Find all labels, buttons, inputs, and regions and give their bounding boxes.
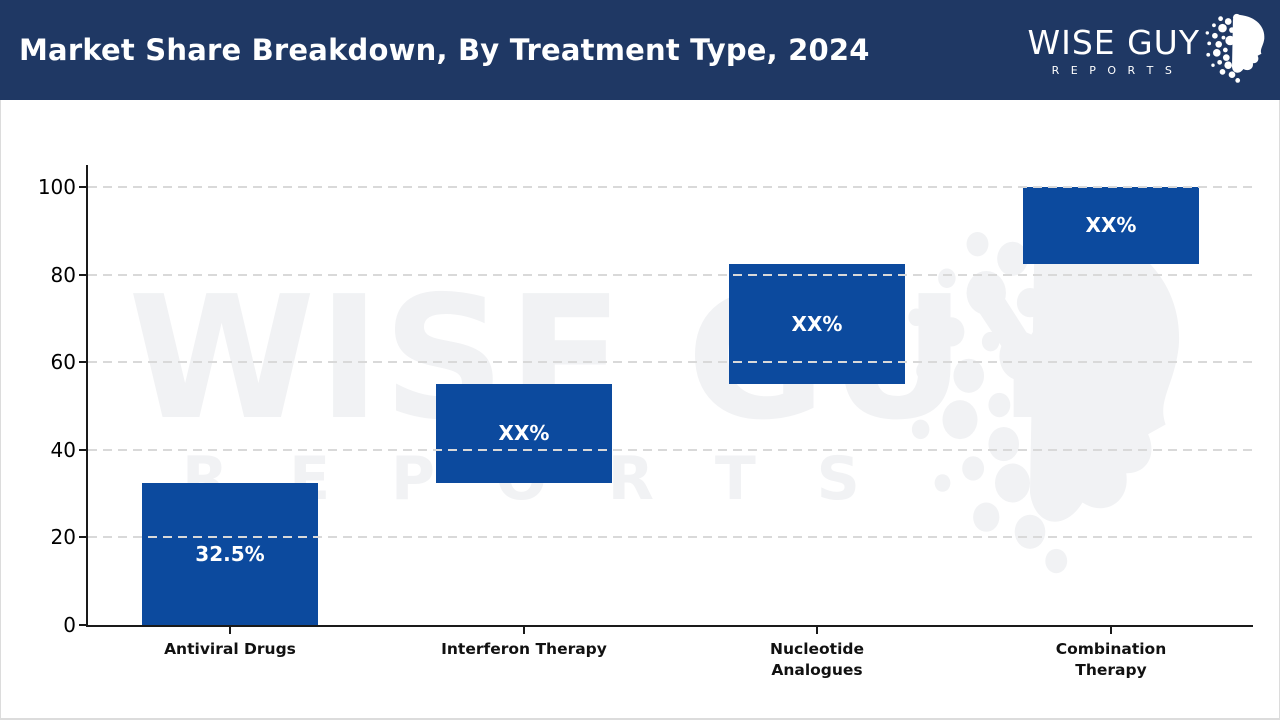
bar-value-label: XX% <box>498 421 550 446</box>
y-tick-mark <box>79 361 86 364</box>
logo-sub-text: R E P O R T S <box>1051 64 1176 77</box>
gridline <box>88 448 1252 451</box>
x-axis-spine <box>86 625 1253 627</box>
y-tick-mark <box>79 448 86 451</box>
y-tick-label: 80 <box>50 262 76 287</box>
gridline <box>88 273 1252 276</box>
bar <box>436 384 612 483</box>
frame-left-edge <box>0 100 1 720</box>
gridline <box>88 186 1252 188</box>
y-tick-mark <box>79 624 86 626</box>
x-category-label: Antiviral Drugs <box>164 640 296 658</box>
page-title: Market Share Breakdown, By Treatment Typ… <box>19 33 870 67</box>
waterfall-chart: 0 20 40 60 80 100 32.5% Antiviral Drugs XX% Inter… <box>0 100 1280 720</box>
gridline <box>88 536 1252 539</box>
bar <box>142 482 318 625</box>
gridline <box>88 361 1252 364</box>
x-tick-mark <box>523 627 525 634</box>
y-tick-mark <box>79 186 86 188</box>
face-dots-icon <box>1205 13 1265 83</box>
y-tick-label: 20 <box>50 525 76 550</box>
logo-text: WISE GUY R E P O R T S <box>1027 23 1200 77</box>
y-tick-mark <box>79 273 86 276</box>
y-tick-label: 100 <box>37 175 76 199</box>
frame-bottom-edge <box>0 718 1280 720</box>
x-tick-mark <box>816 627 818 634</box>
y-tick-label: 0 <box>63 613 76 637</box>
wiseguy-logo: WISE GUY R E P O R T S <box>1027 6 1270 94</box>
bar-value-label: XX% <box>1085 213 1137 238</box>
logo-brand-text: WISE GUY <box>1027 23 1200 62</box>
x-category-label: Interferon Therapy <box>441 640 607 658</box>
y-tick-label: 40 <box>50 437 76 462</box>
watermark-face-icon <box>908 219 1180 574</box>
y-tick-mark <box>79 536 86 539</box>
y-axis-spine <box>86 165 88 627</box>
bar-value-label: XX% <box>791 311 843 336</box>
header-bar: Market Share Breakdown, By Treatment Typ… <box>0 0 1280 100</box>
x-tick-mark <box>229 627 231 634</box>
bar <box>729 263 905 385</box>
x-category-label: Combination Therapy <box>1055 640 1167 679</box>
x-category-label: Nucleotide Analogues <box>770 640 864 679</box>
y-tick-label: 60 <box>50 350 76 375</box>
bar <box>1023 187 1199 264</box>
x-tick-mark <box>1110 627 1112 634</box>
bar-value-label: 32.5% <box>195 541 265 566</box>
